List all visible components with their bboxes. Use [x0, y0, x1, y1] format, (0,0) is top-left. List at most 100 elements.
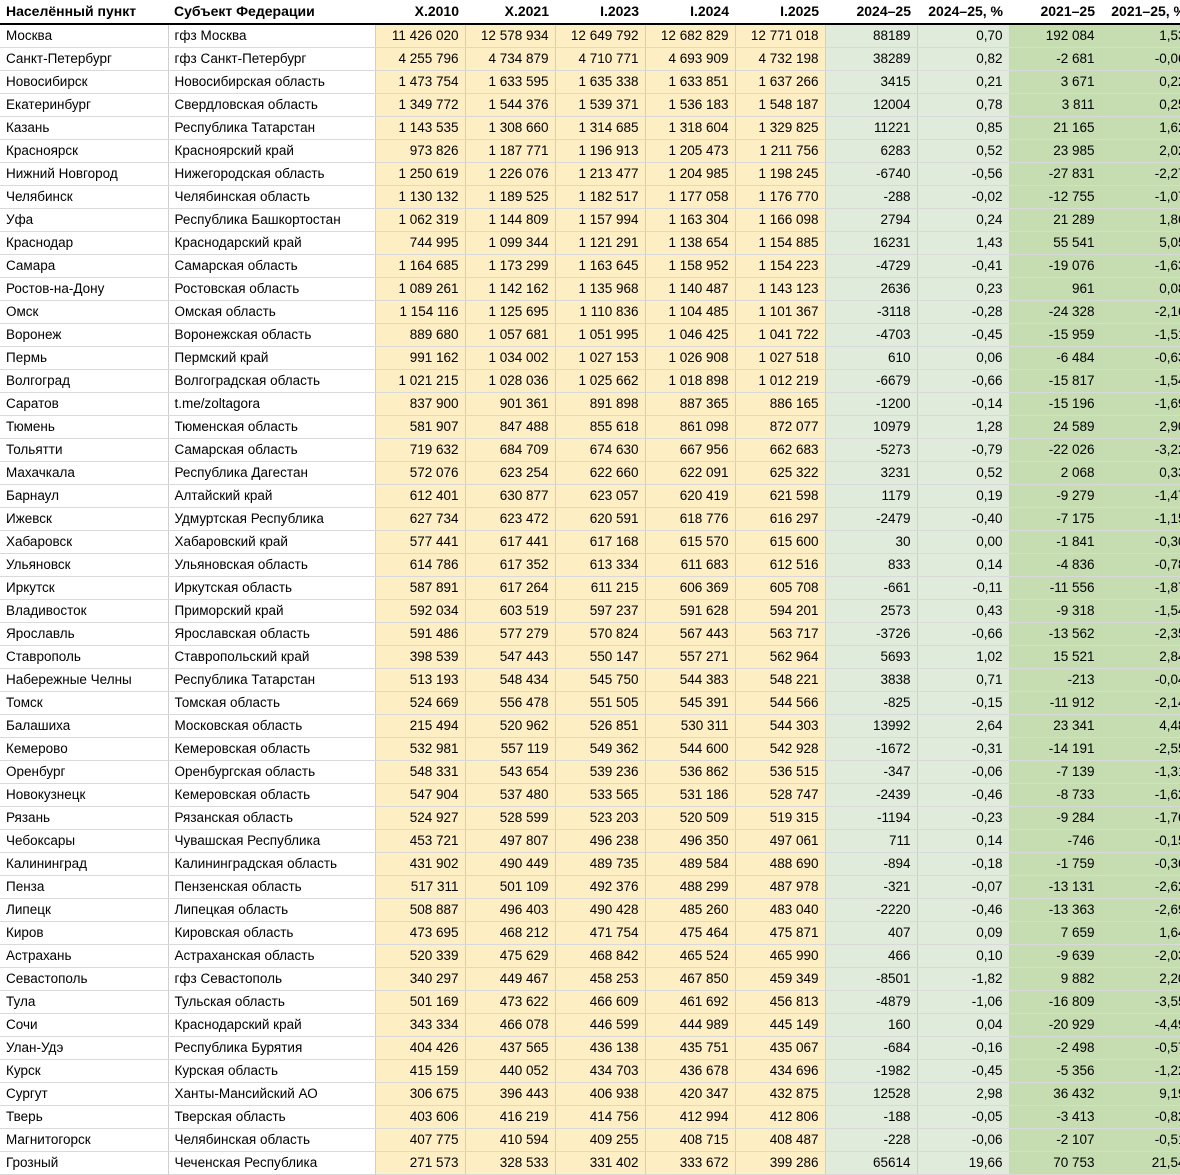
cell-delta-2024-25: 407 [825, 921, 918, 945]
cell-delta-2021-25: -6 484 [1009, 346, 1102, 370]
table-row[interactable]: Красноярск Красноярский край 973 826 1 187 … [0, 139, 1180, 163]
cell-subject: Волгоградская область [168, 369, 376, 393]
cell-delta-2021-25: -9 639 [1009, 944, 1102, 968]
table-row[interactable]: Краснодар Краснодарский край 744 995 1 099 … [0, 231, 1180, 255]
cell-delta-2021-25: -16 809 [1009, 990, 1102, 1014]
column-header-2021[interactable]: X.2021 [465, 0, 555, 25]
cell-delta-2021-25-pct: 2,20 [1101, 967, 1180, 991]
table-row[interactable]: Липецк Липецкая область 508 887 496 403 490 … [0, 898, 1180, 922]
table-row[interactable]: Магнитогорск Челябинская область 407 775 41… [0, 1128, 1180, 1152]
table-row[interactable]: Саратов t.me/zoltagora 837 900 901 361 891 8… [0, 392, 1180, 416]
cell-delta-2021-25-pct: 5,05 [1101, 231, 1180, 255]
column-header-subject[interactable]: Субъект Федерации [168, 0, 375, 25]
table-row[interactable]: Грозный Чеченская Республика 271 573 328 53… [0, 1151, 1180, 1175]
table-row[interactable]: Ставрополь Ставропольский край 398 539 547 … [0, 645, 1180, 669]
table-row[interactable]: Севастополь гфз Севастополь 340 297 449 467… [0, 967, 1180, 991]
table-row[interactable]: Тюмень Тюменская область 581 907 847 488 855… [0, 415, 1180, 439]
table-row[interactable]: Ульяновск Ульяновская область 614 786 617 3… [0, 553, 1180, 577]
cell-pop-2010: 1 164 685 [375, 254, 466, 278]
cell-delta-2024-25-pct: 1,28 [917, 415, 1010, 439]
cell-delta-2024-25: 10979 [825, 415, 918, 439]
column-header-2024[interactable]: I.2024 [645, 0, 735, 25]
table-row[interactable]: Воронеж Воронежская область 889 680 1 057 6… [0, 323, 1180, 347]
table-row[interactable]: Калининград Калининградская область 431 90… [0, 852, 1180, 876]
cell-pop-2023: 1 539 371 [555, 93, 646, 117]
cell-pop-2023: 551 505 [555, 691, 646, 715]
cell-pop-2025: 1 027 518 [735, 346, 826, 370]
column-header-delta-2021-25-pct[interactable]: 2021–25, % [1101, 0, 1180, 25]
cell-delta-2024-25: -321 [825, 875, 918, 899]
column-header-2010[interactable]: X.2010 [375, 0, 465, 25]
table-row[interactable]: Пенза Пензенская область 517 311 501 109 492… [0, 875, 1180, 899]
table-row[interactable]: Екатеринбург Свердловская область 1 349 77… [0, 93, 1180, 117]
cell-delta-2024-25: -3726 [825, 622, 918, 646]
table-row[interactable]: Омск Омская область 1 154 116 1 125 695 1 11… [0, 300, 1180, 324]
cell-settlement: Тверь [0, 1105, 169, 1129]
cell-pop-2025: 605 708 [735, 576, 826, 600]
table-row[interactable]: Набережные Челны Республика Татарстан 513 … [0, 668, 1180, 692]
table-row[interactable]: Пермь Пермский край 991 162 1 034 002 1 027 … [0, 346, 1180, 370]
cell-pop-2025: 434 696 [735, 1059, 826, 1083]
cell-pop-2023: 331 402 [555, 1151, 646, 1175]
table-row[interactable]: Иркутск Иркутская область 587 891 617 264 61… [0, 576, 1180, 600]
cell-settlement: Новосибирск [0, 70, 169, 94]
table-row[interactable]: Казань Республика Татарстан 1 143 535 1 308… [0, 116, 1180, 140]
column-header-delta-2024-25-pct[interactable]: 2024–25, % [917, 0, 1009, 25]
table-row[interactable]: Киров Кировская область 473 695 468 212 471 … [0, 921, 1180, 945]
table-row[interactable]: Ижевск Удмуртская Республика 627 734 623 47… [0, 507, 1180, 531]
cell-pop-2021: 497 807 [465, 829, 556, 853]
table-row[interactable]: Рязань Рязанская область 524 927 528 599 523… [0, 806, 1180, 830]
column-header-delta-2024-25[interactable]: 2024–25 [825, 0, 917, 25]
table-row[interactable]: Барнаул Алтайский край 612 401 630 877 623 0… [0, 484, 1180, 508]
cell-pop-2021: 1 226 076 [465, 162, 556, 186]
table-row[interactable]: Санкт-Петербург гфз Санкт-Петербург 4 255 … [0, 47, 1180, 71]
table-row[interactable]: Кемерово Кемеровская область 532 981 557 11… [0, 737, 1180, 761]
table-row[interactable]: Сургут Ханты-Мансийский АО 306 675 396 443 4… [0, 1082, 1180, 1106]
table-row[interactable]: Улан-Удэ Республика Бурятия 404 426 437 565… [0, 1036, 1180, 1060]
cell-pop-2023: 617 168 [555, 530, 646, 554]
table-row[interactable]: Тольятти Самарская область 719 632 684 709 6… [0, 438, 1180, 462]
cell-delta-2024-25: -1672 [825, 737, 918, 761]
table-row[interactable]: Ростов-на-Дону Ростовская область 1 089 26… [0, 277, 1180, 301]
column-header-name[interactable]: Населённый пункт [0, 0, 168, 25]
table-row[interactable]: Томск Томская область 524 669 556 478 551 50… [0, 691, 1180, 715]
table-row[interactable]: Чебоксары Чувашская Республика 453 721 497 … [0, 829, 1180, 853]
table-row[interactable]: Челябинск Челябинская область 1 130 132 1 1… [0, 185, 1180, 209]
table-row[interactable]: Оренбург Оренбургская область 548 331 543 6… [0, 760, 1180, 784]
table-row[interactable]: Ярославль Ярославская область 591 486 577 2… [0, 622, 1180, 646]
table-row[interactable]: Нижний Новгород Нижегородская область 1 25… [0, 162, 1180, 186]
table-row[interactable]: Волгоград Волгоградская область 1 021 215 1… [0, 369, 1180, 393]
table-row[interactable]: Уфа Республика Башкортостан 1 062 319 1 144… [0, 208, 1180, 232]
table-row[interactable]: Москва гфз Москва 11 426 020 12 578 934 12 6… [0, 24, 1180, 48]
column-header-2025[interactable]: I.2025 [735, 0, 825, 25]
column-header-delta-2021-25[interactable]: 2021–25 [1009, 0, 1101, 25]
cell-delta-2021-25-pct: 2,90 [1101, 415, 1180, 439]
table-row[interactable]: Новокузнецк Кемеровская область 547 904 537… [0, 783, 1180, 807]
table-row[interactable]: Хабаровск Хабаровский край 577 441 617 441 6… [0, 530, 1180, 554]
table-row[interactable]: Тверь Тверская область 403 606 416 219 414 7… [0, 1105, 1180, 1129]
cell-settlement: Севастополь [0, 967, 169, 991]
table-row[interactable]: Новосибирск Новосибирская область 1 473 75… [0, 70, 1180, 94]
table-body: Москва гфз Москва 11 426 020 12 578 934 12 6… [0, 24, 1180, 1175]
table-row[interactable]: Сочи Краснодарский край 343 334 466 078 446 … [0, 1013, 1180, 1037]
cell-delta-2021-25-pct: -1,54 [1101, 369, 1180, 393]
table-row[interactable]: Балашиха Московская область 215 494 520 962… [0, 714, 1180, 738]
table-row[interactable]: Владивосток Приморский край 592 034 603 519… [0, 599, 1180, 623]
cell-delta-2021-25-pct: 0,08 [1101, 277, 1180, 301]
table-row[interactable]: Астрахань Астраханская область 520 339 475 … [0, 944, 1180, 968]
cell-pop-2025: 563 717 [735, 622, 826, 646]
cell-pop-2023: 891 898 [555, 392, 646, 416]
table-row[interactable]: Махачкала Республика Дагестан 572 076 623 2… [0, 461, 1180, 485]
table-row[interactable]: Самара Самарская область 1 164 685 1 173 29… [0, 254, 1180, 278]
cell-delta-2024-25-pct: -0,05 [917, 1105, 1010, 1129]
cell-delta-2024-25-pct: -0,56 [917, 162, 1010, 186]
cell-delta-2024-25-pct: 0,52 [917, 139, 1010, 163]
cell-delta-2024-25: -1194 [825, 806, 918, 830]
cell-pop-2023: 489 735 [555, 852, 646, 876]
table-row[interactable]: Курск Курская область 415 159 440 052 434 70… [0, 1059, 1180, 1083]
cell-pop-2024: 615 570 [645, 530, 736, 554]
table-row[interactable]: Тула Тульская область 501 169 473 622 466 60… [0, 990, 1180, 1014]
cell-delta-2024-25-pct: -0,66 [917, 369, 1010, 393]
cell-pop-2010: 431 902 [375, 852, 466, 876]
column-header-2023[interactable]: I.2023 [555, 0, 645, 25]
